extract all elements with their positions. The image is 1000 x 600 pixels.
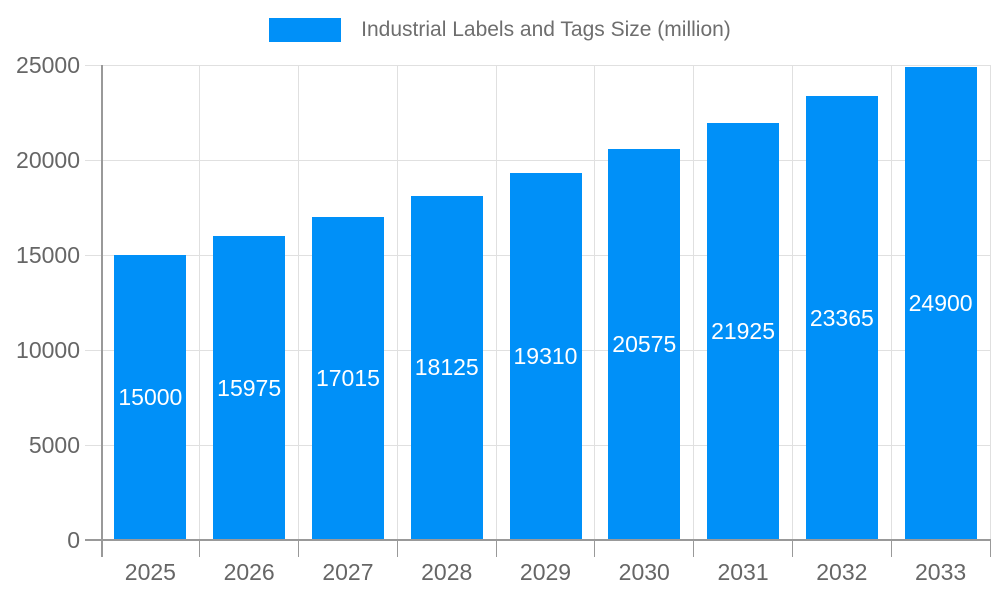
x-axis-tick <box>693 540 695 557</box>
y-axis-tick-label: 20000 <box>16 147 80 173</box>
bar-value-label: 19310 <box>513 343 578 370</box>
x-axis-tick <box>396 540 398 557</box>
bar[interactable]: 19310 <box>509 173 582 540</box>
x-axis-tick-label: 2032 <box>816 559 868 585</box>
bar[interactable]: 18125 <box>410 195 483 540</box>
legend-swatch-icon <box>269 18 342 42</box>
x-axis-tick <box>298 540 300 557</box>
y-axis-tick-label: 10000 <box>16 337 80 363</box>
x-gridline <box>791 65 793 540</box>
bar-value-label: 15000 <box>118 384 183 410</box>
y-axis-tick-label: 25000 <box>16 52 80 78</box>
x-gridline <box>199 65 201 540</box>
x-axis-tick-label: 2027 <box>322 559 374 585</box>
x-axis-tick <box>495 540 497 557</box>
x-axis-tick-label: 2029 <box>519 559 572 585</box>
bar[interactable]: 15000 <box>114 255 187 540</box>
x-axis-tick-label: 2031 <box>717 559 769 585</box>
y-axis-tick-label: 0 <box>67 527 80 553</box>
legend-label: Industrial Labels and Tags Size (million… <box>361 18 731 41</box>
x-axis-tick-label: 2025 <box>124 559 176 585</box>
y-axis-tick-label: 5000 <box>28 432 80 458</box>
plot-area: 15000 15975 17015 18125 19310 20575 21925 23365… <box>85 64 991 540</box>
x-axis-tick <box>890 540 892 557</box>
bar[interactable]: 15975 <box>213 236 286 540</box>
y-gridline <box>85 64 990 66</box>
bar-value-label: 21925 <box>711 318 776 345</box>
x-axis-tick <box>594 540 596 557</box>
x-axis-tick-label: 2028 <box>421 559 473 585</box>
x-gridline <box>594 65 596 540</box>
bar[interactable]: 23365 <box>805 96 878 540</box>
bar[interactable]: 17015 <box>311 216 384 540</box>
y-axis-tick-label: 15000 <box>16 242 80 268</box>
x-axis-tick <box>989 540 991 557</box>
y-gridline <box>85 159 990 161</box>
legend[interactable]: Industrial Labels and Tags Size (million… <box>0 18 1000 42</box>
x-axis-tick <box>199 540 201 557</box>
x-axis-tick-label: 2033 <box>915 559 967 585</box>
x-gridline <box>989 65 991 540</box>
bar[interactable]: 21925 <box>707 123 780 540</box>
bar-value-label: 23365 <box>809 304 874 331</box>
bar-value-label: 18125 <box>414 354 479 381</box>
x-gridline <box>693 65 695 540</box>
x-gridline <box>890 65 892 540</box>
y-axis-line <box>101 65 103 557</box>
bar[interactable]: 24900 <box>904 66 977 540</box>
bar[interactable]: 20575 <box>608 149 681 540</box>
x-gridline <box>495 65 497 540</box>
x-axis-tick <box>791 540 793 557</box>
x-axis-tick-label: 2030 <box>618 559 670 585</box>
x-axis-tick-label: 2026 <box>223 559 275 585</box>
bar-value-label: 24900 <box>908 289 973 316</box>
x-gridline <box>298 65 300 540</box>
bar-value-label: 20575 <box>612 331 677 358</box>
x-gridline <box>396 65 398 540</box>
bar-value-label: 17015 <box>315 364 380 391</box>
bar-value-label: 15975 <box>217 374 282 401</box>
x-axis-line <box>85 539 991 541</box>
